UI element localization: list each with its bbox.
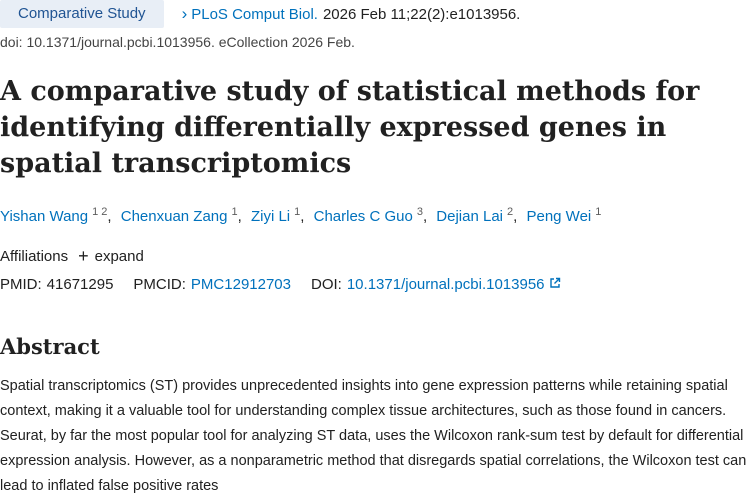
author-link[interactable]: Chenxuan Zang 1 (120, 206, 238, 225)
author-affiliation-ref[interactable]: 1 (294, 206, 301, 218)
identifiers-row: PMID: 41671295 PMCID: PMC12912703 DOI: 1… (0, 276, 561, 293)
authors-list: Yishan Wang 1 2, Chenxuan Zang 1, Ziyi Li 1… (0, 206, 602, 225)
author-link[interactable]: Peng Wei 1 (526, 206, 602, 225)
doi-label: DOI: (311, 276, 342, 293)
chevron-right-icon: › (181, 4, 188, 23)
abstract-heading: Abstract (0, 334, 100, 359)
pmcid-link[interactable]: PMC12912703 (190, 276, 291, 293)
author-link[interactable]: Charles C Guo 3 (313, 206, 423, 225)
pmid-value: 41671295 (46, 276, 114, 293)
abstract-text: Spatial transcriptomics (ST) provides un… (0, 378, 747, 494)
doi-link[interactable]: 10.1371/journal.pcbi.1013956 (346, 276, 545, 293)
plus-icon: + (78, 246, 89, 266)
expand-label: expand (94, 248, 144, 265)
author-link[interactable]: Ziyi Li 1 (250, 206, 301, 225)
pmid-label: PMID: (0, 276, 42, 293)
citation-text: 2026 Feb 11;22(2):e1013956. (322, 5, 521, 23)
affiliations-row: Affiliations + expand (0, 246, 144, 266)
author-link[interactable]: Dejian Lai 2 (436, 206, 514, 225)
author-affiliation-ref[interactable]: 1 (595, 206, 602, 218)
citation-row: Comparative Study › PLoS Comput Biol. 20… (0, 0, 520, 28)
publication-type-badge[interactable]: Comparative Study (0, 0, 164, 28)
doi-line: doi: 10.1371/journal.pcbi.1013956. eColl… (0, 34, 355, 50)
author-affiliation-ref[interactable]: 1 (231, 206, 238, 218)
author-link[interactable]: Yishan Wang 1 2 (0, 206, 108, 225)
author-affiliation-ref[interactable]: 2 (507, 206, 514, 218)
author-affiliation-ref[interactable]: 3 (416, 206, 423, 218)
journal-link[interactable]: PLoS Comput Biol. (191, 5, 318, 23)
expand-affiliations-button[interactable]: + expand (78, 246, 144, 266)
external-link-icon[interactable] (549, 276, 561, 293)
affiliations-label: Affiliations (0, 248, 69, 265)
article-title: A comparative study of statistical metho… (0, 76, 700, 179)
pmcid-label: PMCID: (133, 276, 186, 293)
author-affiliation-ref[interactable]: 1 2 (92, 206, 108, 218)
